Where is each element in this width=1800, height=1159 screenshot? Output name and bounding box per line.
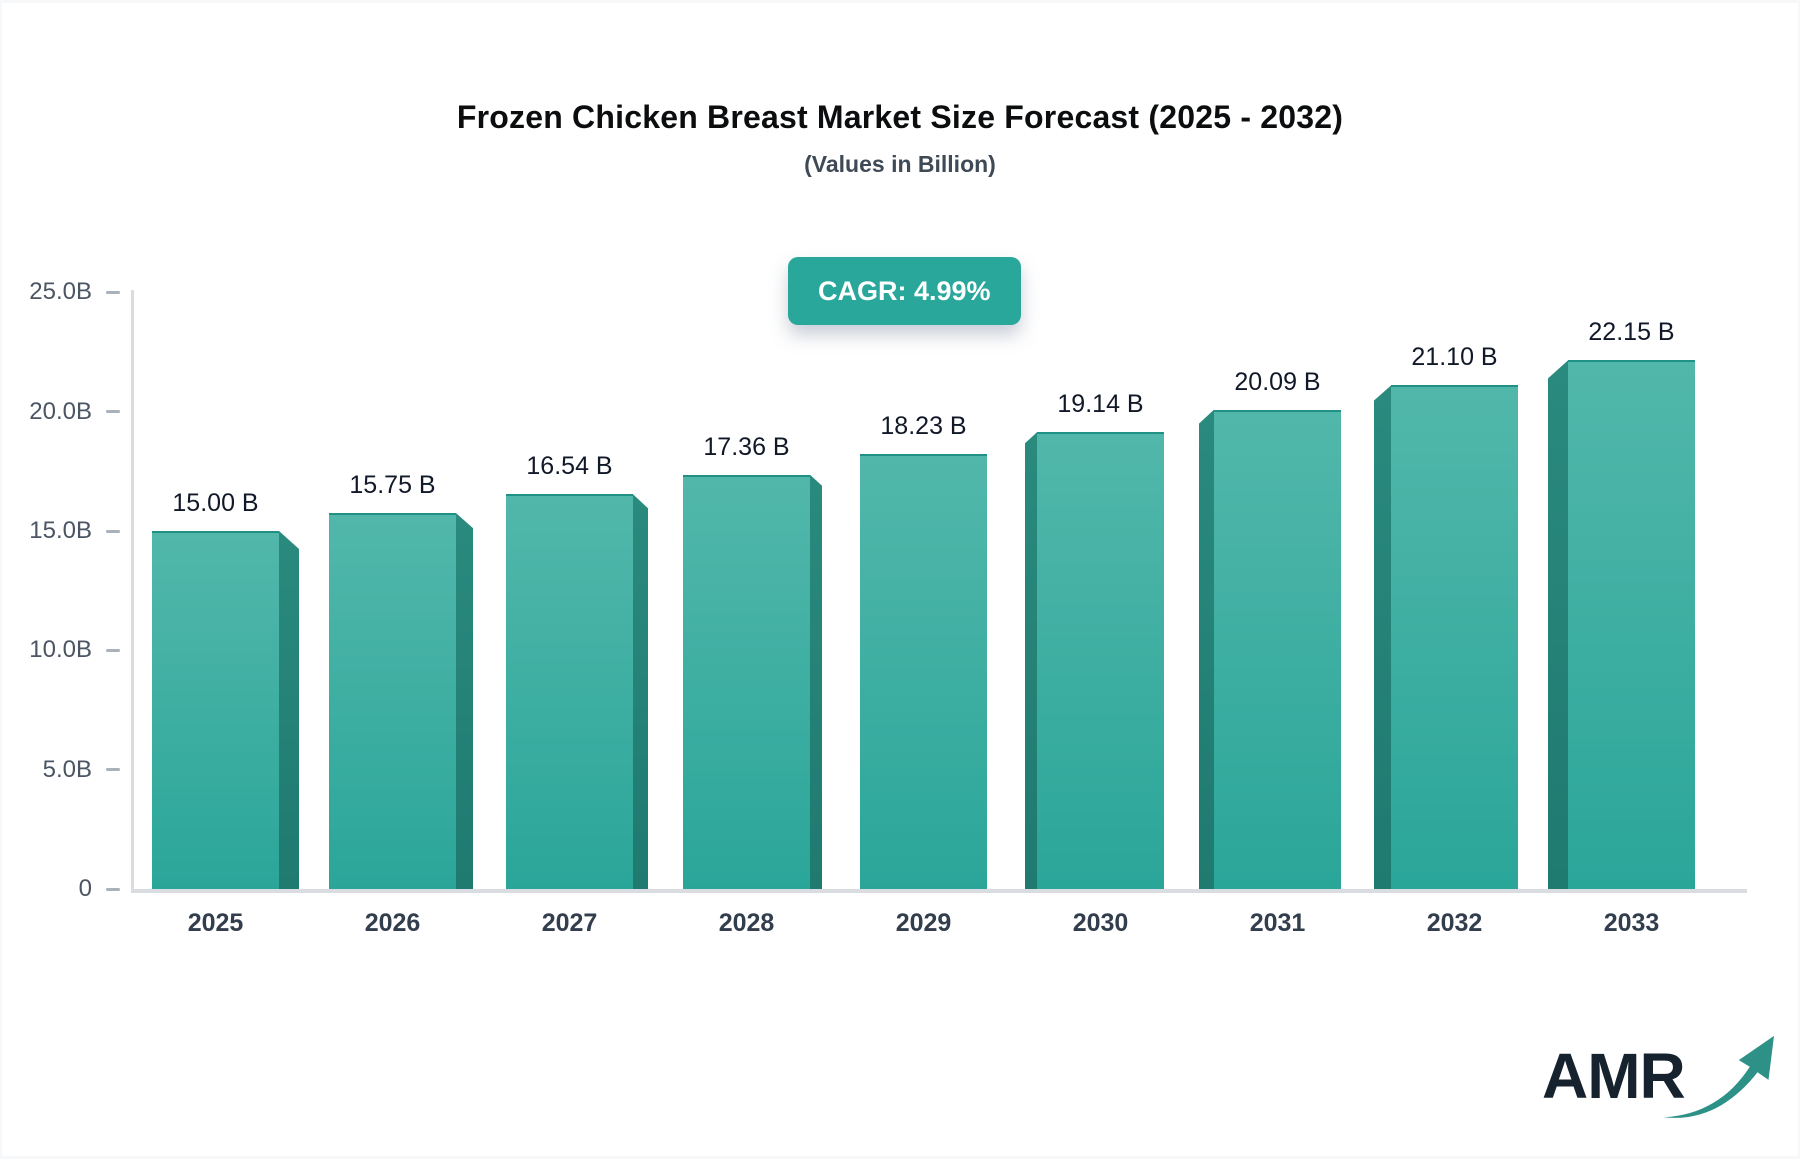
x-tick-label: 2031 — [1194, 909, 1361, 938]
y-axis-line — [131, 290, 134, 891]
amr-logo: AMR — [1542, 1033, 1772, 1133]
bar-value-label: 16.54 B — [466, 452, 673, 481]
bar-value-label: 19.14 B — [997, 390, 1204, 419]
bar-side-face — [1199, 410, 1214, 889]
y-tick-mark — [106, 291, 120, 294]
bar-side-face — [1374, 385, 1391, 889]
y-tick-mark — [106, 768, 120, 771]
y-tick-mark — [106, 649, 120, 652]
x-tick-label: 2029 — [840, 909, 1007, 938]
bar-front-face — [329, 513, 456, 889]
y-tick-mark — [106, 530, 120, 533]
bar-side-face — [456, 513, 473, 889]
x-tick-label: 2030 — [1017, 909, 1184, 938]
bar-front-face — [1214, 410, 1341, 889]
y-tick-label: 10.0B — [2, 636, 92, 664]
bar-front-face — [1391, 385, 1518, 889]
bar-value-label: 20.09 B — [1174, 368, 1381, 397]
bar-chart: 25.0B 20.0B 15.0B 10.0B 5.0B 0 15.00 B 2025 15.… — [2, 3, 1800, 1159]
bar-side-face — [279, 531, 299, 889]
y-tick-label: 15.0B — [2, 517, 92, 545]
bar-value-label: 18.23 B — [820, 412, 1027, 441]
y-tick-label: 5.0B — [2, 756, 92, 784]
chart-card: Frozen Chicken Breast Market Size Foreca… — [2, 3, 1798, 1156]
bar-front-face — [860, 454, 987, 889]
x-tick-label: 2033 — [1548, 909, 1715, 938]
bar-front-face — [152, 531, 279, 889]
bar-side-face — [633, 494, 648, 889]
bar-side-face — [1548, 360, 1568, 889]
y-tick-mark — [106, 888, 120, 891]
bar-value-label: 15.00 B — [112, 489, 319, 518]
bar-front-face — [506, 494, 633, 889]
y-tick-mark — [106, 410, 120, 413]
y-tick-label: 25.0B — [2, 278, 92, 306]
y-tick-label: 20.0B — [2, 398, 92, 426]
bar-value-label: 21.10 B — [1351, 343, 1558, 372]
bar-side-face — [810, 475, 822, 889]
bar-front-face — [683, 475, 810, 889]
bar-value-label: 17.36 B — [643, 433, 850, 462]
y-tick-label: 0 — [2, 875, 92, 903]
bar-value-label: 22.15 B — [1528, 318, 1735, 347]
growth-arrow-icon — [1664, 1033, 1774, 1129]
bar-front-face — [1037, 432, 1164, 889]
bar-value-label: 15.75 B — [289, 471, 496, 500]
x-tick-label: 2025 — [132, 909, 299, 938]
x-tick-label: 2027 — [486, 909, 653, 938]
x-tick-label: 2026 — [309, 909, 476, 938]
x-tick-label: 2028 — [663, 909, 830, 938]
bar-front-face — [1568, 360, 1695, 889]
x-axis-line — [131, 889, 1747, 893]
x-tick-label: 2032 — [1371, 909, 1538, 938]
bar-side-face — [1025, 432, 1037, 889]
